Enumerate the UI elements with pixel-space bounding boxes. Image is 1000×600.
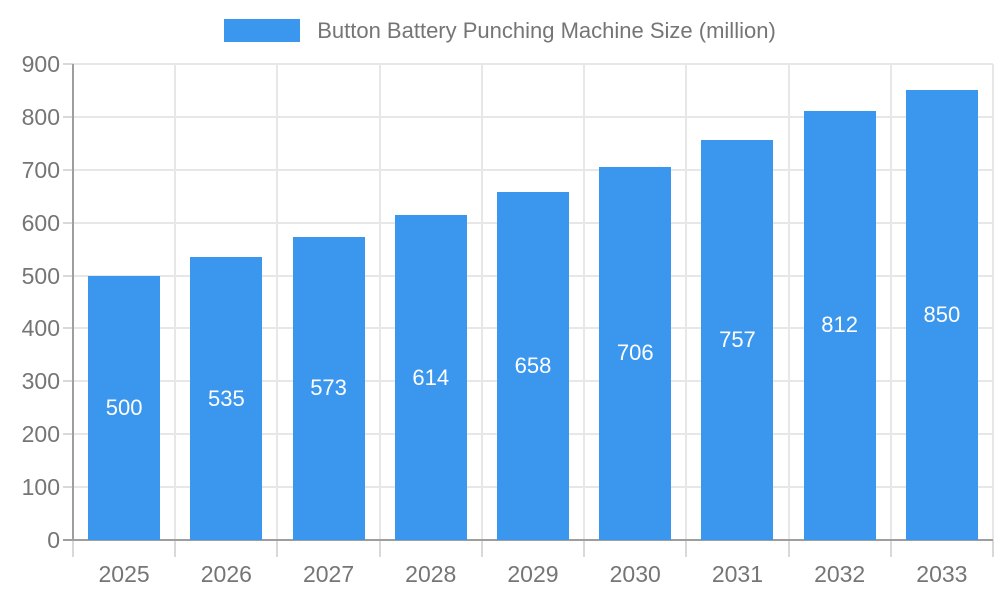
- legend: Button Battery Punching Machine Size (mi…: [0, 17, 1000, 44]
- x-gridline: [276, 64, 279, 540]
- x-axis-label: 2028: [405, 561, 457, 587]
- y-gridline: [73, 115, 993, 118]
- y-tick: [63, 274, 73, 277]
- x-gridline: [787, 64, 790, 540]
- bar-value-label: 573: [310, 375, 347, 401]
- bar-value-label: 614: [412, 364, 450, 390]
- y-tick: [63, 221, 73, 224]
- x-axis-label: 2029: [507, 561, 559, 587]
- y-axis-label: 0: [47, 527, 60, 553]
- x-tick: [276, 540, 279, 557]
- x-axis-label: 2025: [98, 561, 150, 587]
- x-gridline: [685, 64, 688, 540]
- bar-value-label: 757: [719, 326, 756, 352]
- bar: [701, 139, 774, 540]
- y-tick: [63, 327, 73, 330]
- bar: [905, 90, 978, 540]
- x-gridline: [378, 64, 381, 540]
- y-tick: [63, 486, 73, 489]
- x-gridline: [992, 64, 994, 540]
- x-tick: [480, 540, 483, 557]
- bar: [88, 275, 161, 540]
- bar: [190, 257, 263, 540]
- bar-value-label: 500: [105, 394, 143, 420]
- y-axis-line: [72, 64, 74, 541]
- x-tick: [378, 540, 381, 557]
- y-axis-label: 800: [21, 103, 60, 130]
- y-tick: [63, 115, 73, 118]
- x-tick: [174, 540, 177, 557]
- y-tick: [63, 168, 73, 171]
- y-axis-label: 100: [21, 474, 60, 501]
- y-axis-label: 600: [21, 209, 60, 236]
- y-axis-label: 200: [21, 421, 60, 448]
- x-gridline: [174, 64, 177, 540]
- y-axis-label: 900: [21, 51, 60, 77]
- legend-swatch: [224, 19, 301, 42]
- legend-label: Button Battery Punching Machine Size (mi…: [317, 17, 776, 43]
- bar-value-label: 812: [821, 312, 859, 338]
- y-axis-label: 300: [21, 368, 60, 395]
- bar-value-label: 850: [923, 302, 961, 328]
- x-tick: [992, 540, 994, 557]
- y-gridline: [73, 168, 993, 171]
- x-gridline: [480, 64, 483, 540]
- x-axis-label: 2033: [916, 561, 968, 587]
- x-tick: [889, 540, 892, 557]
- y-gridline: [73, 63, 993, 65]
- x-axis-label: 2027: [302, 561, 355, 587]
- bar: [599, 166, 672, 540]
- x-gridline: [583, 64, 586, 540]
- x-gridline: [889, 64, 892, 540]
- bar-value-label: 706: [616, 340, 654, 366]
- y-axis-label: 500: [21, 262, 60, 289]
- bar: [394, 215, 467, 540]
- bar: [292, 236, 365, 540]
- x-axis-line: [63, 539, 993, 541]
- y-tick: [63, 380, 73, 383]
- y-tick: [63, 63, 73, 65]
- y-axis-label: 700: [21, 156, 60, 183]
- x-axis-label: 2026: [200, 561, 252, 587]
- x-axis-label: 2031: [711, 561, 764, 587]
- y-tick: [63, 433, 73, 436]
- y-axis-label: 400: [21, 315, 60, 342]
- x-tick: [787, 540, 790, 557]
- bar-value-label: 658: [514, 352, 552, 378]
- x-tick: [685, 540, 688, 557]
- bar: [803, 110, 876, 540]
- x-tick: [72, 540, 74, 557]
- x-tick: [583, 540, 586, 557]
- bar: [497, 191, 569, 540]
- x-axis-label: 2032: [814, 561, 866, 587]
- x-axis-label: 2030: [609, 561, 661, 587]
- bar-value-label: 535: [207, 385, 245, 411]
